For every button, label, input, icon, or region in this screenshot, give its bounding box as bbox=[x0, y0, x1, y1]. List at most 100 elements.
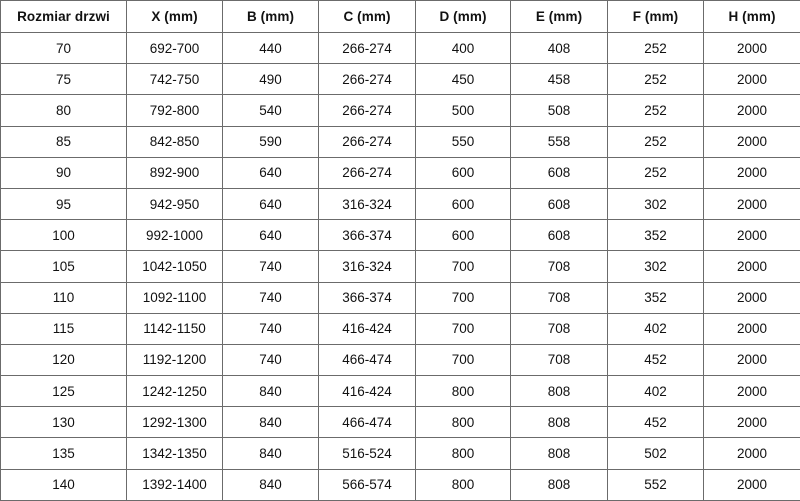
cell-value: 800 bbox=[416, 438, 511, 469]
cell-value: 2000 bbox=[704, 438, 800, 469]
cell-door-size: 75 bbox=[1, 64, 127, 95]
cell-value: 416-424 bbox=[319, 376, 416, 407]
cell-value: 808 bbox=[511, 469, 608, 500]
cell-value: 252 bbox=[608, 64, 704, 95]
cell-door-size: 130 bbox=[1, 407, 127, 438]
cell-door-size: 70 bbox=[1, 33, 127, 64]
cell-value: 252 bbox=[608, 33, 704, 64]
cell-value: 2000 bbox=[704, 95, 800, 126]
cell-value: 792-800 bbox=[127, 95, 223, 126]
cell-door-size: 135 bbox=[1, 438, 127, 469]
cell-value: 840 bbox=[223, 469, 319, 500]
cell-door-size: 95 bbox=[1, 188, 127, 219]
cell-door-size: 140 bbox=[1, 469, 127, 500]
cell-value: 502 bbox=[608, 438, 704, 469]
cell-value: 302 bbox=[608, 251, 704, 282]
cell-value: 808 bbox=[511, 376, 608, 407]
cell-value: 1092-1100 bbox=[127, 282, 223, 313]
cell-door-size: 115 bbox=[1, 313, 127, 344]
cell-value: 490 bbox=[223, 64, 319, 95]
cell-value: 1042-1050 bbox=[127, 251, 223, 282]
cell-value: 540 bbox=[223, 95, 319, 126]
cell-value: 2000 bbox=[704, 33, 800, 64]
cell-value: 640 bbox=[223, 157, 319, 188]
cell-value: 608 bbox=[511, 188, 608, 219]
cell-value: 700 bbox=[416, 251, 511, 282]
column-header-2: B (mm) bbox=[223, 1, 319, 33]
cell-value: 352 bbox=[608, 220, 704, 251]
cell-value: 2000 bbox=[704, 220, 800, 251]
cell-value: 1142-1150 bbox=[127, 313, 223, 344]
cell-value: 2000 bbox=[704, 313, 800, 344]
cell-value: 266-274 bbox=[319, 64, 416, 95]
cell-value: 700 bbox=[416, 313, 511, 344]
cell-value: 640 bbox=[223, 188, 319, 219]
cell-door-size: 105 bbox=[1, 251, 127, 282]
cell-value: 600 bbox=[416, 157, 511, 188]
cell-value: 516-524 bbox=[319, 438, 416, 469]
cell-value: 558 bbox=[511, 126, 608, 157]
cell-value: 2000 bbox=[704, 376, 800, 407]
cell-value: 840 bbox=[223, 407, 319, 438]
cell-value: 408 bbox=[511, 33, 608, 64]
cell-value: 302 bbox=[608, 188, 704, 219]
cell-value: 266-274 bbox=[319, 33, 416, 64]
cell-value: 740 bbox=[223, 251, 319, 282]
cell-value: 942-950 bbox=[127, 188, 223, 219]
cell-value: 452 bbox=[608, 344, 704, 375]
column-header-1: X (mm) bbox=[127, 1, 223, 33]
cell-door-size: 110 bbox=[1, 282, 127, 313]
cell-value: 2000 bbox=[704, 251, 800, 282]
cell-value: 466-474 bbox=[319, 344, 416, 375]
cell-value: 402 bbox=[608, 376, 704, 407]
cell-value: 840 bbox=[223, 438, 319, 469]
cell-value: 2000 bbox=[704, 157, 800, 188]
cell-value: 600 bbox=[416, 220, 511, 251]
cell-value: 400 bbox=[416, 33, 511, 64]
cell-value: 2000 bbox=[704, 126, 800, 157]
cell-value: 808 bbox=[511, 438, 608, 469]
cell-value: 266-274 bbox=[319, 157, 416, 188]
cell-value: 692-700 bbox=[127, 33, 223, 64]
cell-value: 740 bbox=[223, 344, 319, 375]
cell-value: 1342-1350 bbox=[127, 438, 223, 469]
column-header-0: Rozmiar drzwi bbox=[1, 1, 127, 33]
cell-value: 808 bbox=[511, 407, 608, 438]
cell-door-size: 80 bbox=[1, 95, 127, 126]
cell-value: 508 bbox=[511, 95, 608, 126]
cell-value: 742-750 bbox=[127, 64, 223, 95]
cell-value: 608 bbox=[511, 157, 608, 188]
cell-value: 252 bbox=[608, 95, 704, 126]
cell-value: 402 bbox=[608, 313, 704, 344]
cell-value: 452 bbox=[608, 407, 704, 438]
cell-value: 500 bbox=[416, 95, 511, 126]
cell-value: 1242-1250 bbox=[127, 376, 223, 407]
cell-value: 600 bbox=[416, 188, 511, 219]
cell-value: 892-900 bbox=[127, 157, 223, 188]
cell-value: 550 bbox=[416, 126, 511, 157]
cell-value: 416-424 bbox=[319, 313, 416, 344]
cell-value: 252 bbox=[608, 126, 704, 157]
column-header-4: D (mm) bbox=[416, 1, 511, 33]
cell-value: 266-274 bbox=[319, 95, 416, 126]
cell-door-size: 90 bbox=[1, 157, 127, 188]
cell-value: 700 bbox=[416, 282, 511, 313]
cell-value: 252 bbox=[608, 157, 704, 188]
cell-value: 2000 bbox=[704, 469, 800, 500]
cell-value: 366-374 bbox=[319, 220, 416, 251]
cell-value: 800 bbox=[416, 407, 511, 438]
cell-value: 708 bbox=[511, 282, 608, 313]
